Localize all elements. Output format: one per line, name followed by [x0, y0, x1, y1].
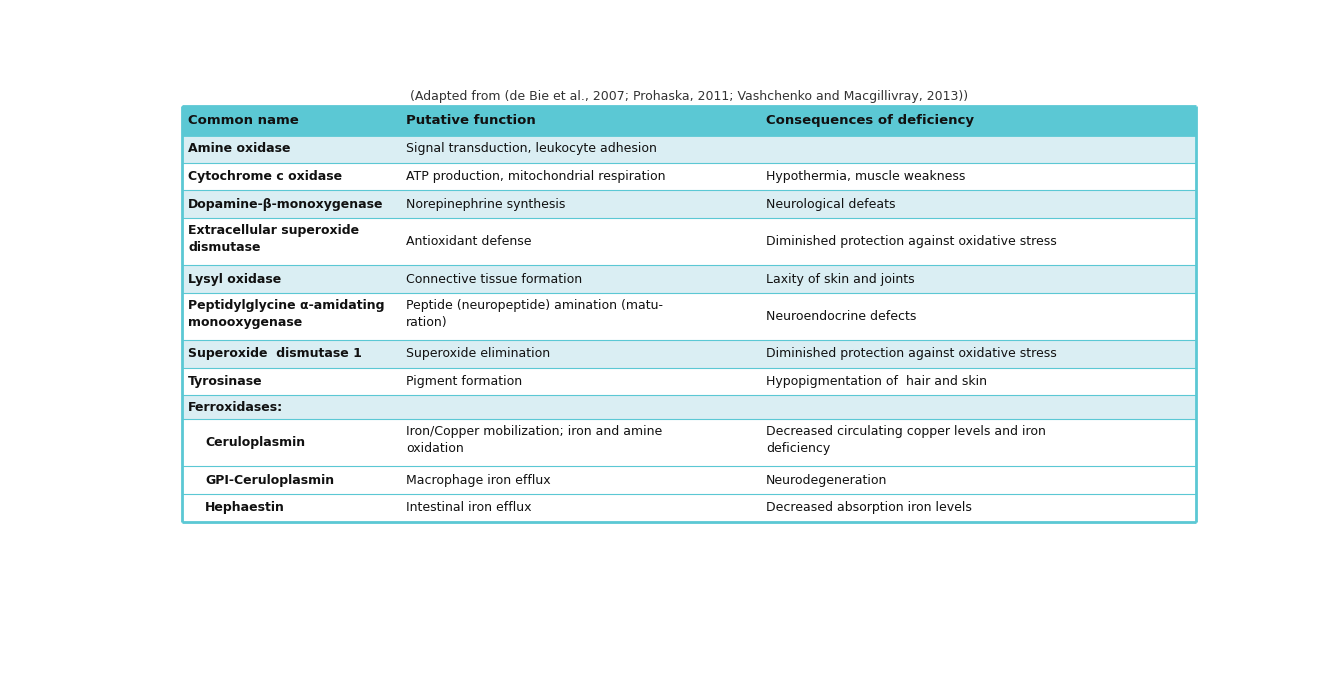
Bar	[181, 419, 1196, 466]
Text: Hypopigmentation of  hair and skin: Hypopigmentation of hair and skin	[766, 375, 986, 388]
Bar	[181, 396, 1196, 419]
Text: Putative function: Putative function	[406, 114, 536, 127]
Text: Diminished protection against oxidative stress: Diminished protection against oxidative …	[766, 347, 1056, 361]
Bar	[181, 340, 1196, 368]
Text: Ferroxidases:: Ferroxidases:	[188, 401, 284, 413]
Bar	[181, 106, 1196, 135]
Bar	[181, 135, 1196, 162]
Bar	[181, 368, 1196, 396]
Text: Hypothermia, muscle weakness: Hypothermia, muscle weakness	[766, 170, 965, 183]
Text: Iron/Copper mobilization; iron and amine
oxidation: Iron/Copper mobilization; iron and amine…	[406, 425, 663, 455]
Text: Pigment formation: Pigment formation	[406, 375, 523, 388]
Text: Ceruloplasmin: Ceruloplasmin	[206, 436, 305, 449]
Text: Laxity of skin and joints: Laxity of skin and joints	[766, 272, 914, 286]
Text: Neurodegeneration: Neurodegeneration	[766, 473, 887, 486]
Text: Amine oxidase: Amine oxidase	[188, 142, 290, 155]
Text: Decreased absorption iron levels: Decreased absorption iron levels	[766, 502, 972, 514]
Text: Intestinal iron efflux: Intestinal iron efflux	[406, 502, 532, 514]
Text: Dopamine-β-monoxygenase: Dopamine-β-monoxygenase	[188, 197, 383, 211]
Text: Connective tissue formation: Connective tissue formation	[406, 272, 582, 286]
Text: Norepinephrine synthesis: Norepinephrine synthesis	[406, 197, 566, 211]
Text: Peptidylglycine α-amidating
monooxygenase: Peptidylglycine α-amidating monooxygenas…	[188, 299, 384, 329]
Text: Antioxidant defense: Antioxidant defense	[406, 235, 532, 248]
Text: Hephaestin: Hephaestin	[206, 502, 285, 514]
Text: Macrophage iron efflux: Macrophage iron efflux	[406, 473, 551, 486]
Text: Superoxide elimination: Superoxide elimination	[406, 347, 550, 361]
Text: Lysyl oxidase: Lysyl oxidase	[188, 272, 281, 286]
Text: Consequences of deficiency: Consequences of deficiency	[766, 114, 974, 127]
Bar	[181, 293, 1196, 340]
Bar	[181, 494, 1196, 522]
Bar	[181, 265, 1196, 293]
Bar	[181, 466, 1196, 494]
Text: Neurological defeats: Neurological defeats	[766, 197, 895, 211]
Text: Peptide (neuropeptide) amination (matu-
ration): Peptide (neuropeptide) amination (matu- …	[406, 299, 663, 329]
Text: Tyrosinase: Tyrosinase	[188, 375, 263, 388]
Text: Cytochrome c oxidase: Cytochrome c oxidase	[188, 170, 343, 183]
Text: (Adapted from (de Bie et al., 2007; Prohaska, 2011; Vashchenko and Macgillivray,: (Adapted from (de Bie et al., 2007; Proh…	[410, 90, 968, 103]
Bar	[181, 218, 1196, 265]
Text: Common name: Common name	[188, 114, 298, 127]
Text: Decreased circulating copper levels and iron
deficiency: Decreased circulating copper levels and …	[766, 425, 1046, 455]
Text: Signal transduction, leukocyte adhesion: Signal transduction, leukocyte adhesion	[406, 142, 657, 155]
Bar	[181, 191, 1196, 218]
Text: ATP production, mitochondrial respiration: ATP production, mitochondrial respiratio…	[406, 170, 665, 183]
Bar	[181, 162, 1196, 191]
Text: Superoxide  dismutase 1: Superoxide dismutase 1	[188, 347, 362, 361]
Text: GPI-Ceruloplasmin: GPI-Ceruloplasmin	[206, 473, 335, 486]
Text: Extracellular superoxide
dismutase: Extracellular superoxide dismutase	[188, 224, 359, 255]
Text: Diminished protection against oxidative stress: Diminished protection against oxidative …	[766, 235, 1056, 248]
Text: Neuroendocrine defects: Neuroendocrine defects	[766, 310, 917, 323]
